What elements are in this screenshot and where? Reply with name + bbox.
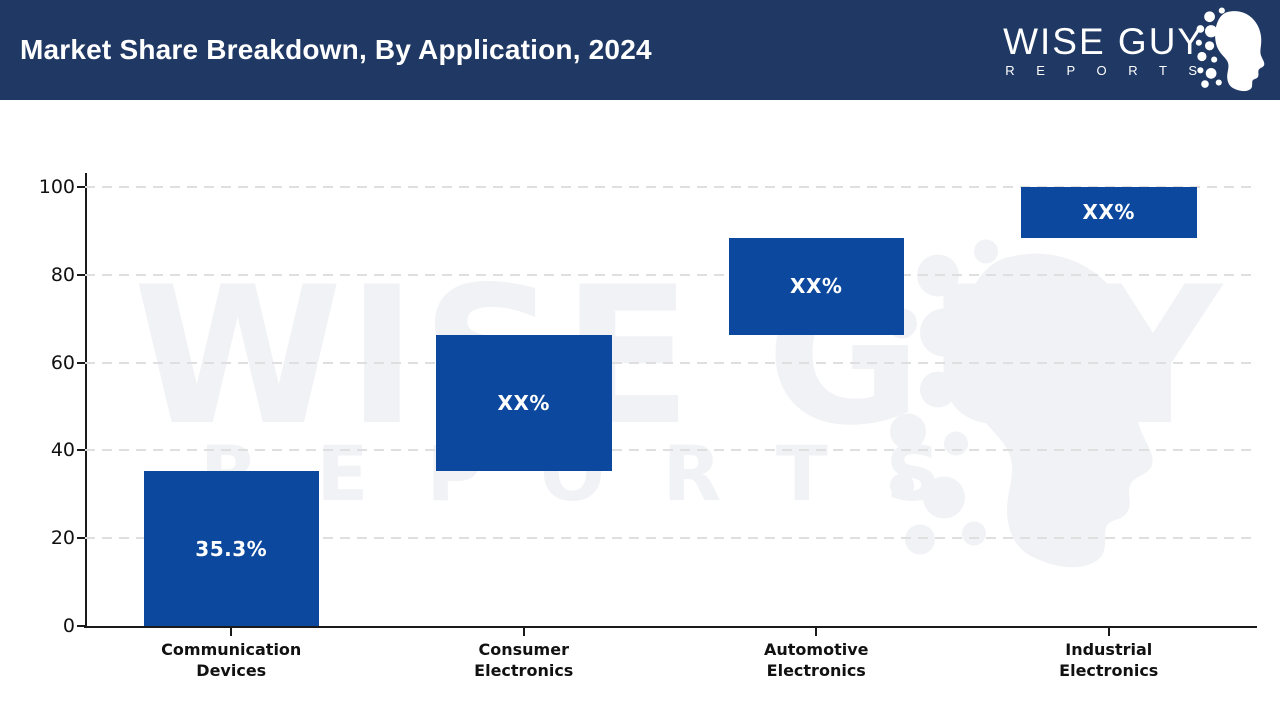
- x-category-label: Automotive Electronics: [764, 640, 869, 680]
- gridline-y100: [85, 186, 1255, 188]
- y-tick-mark: [77, 186, 85, 188]
- x-category-label: Consumer Electronics: [474, 640, 574, 680]
- y-tick-mark: [77, 361, 85, 364]
- bar-value-label: XX%: [1082, 200, 1135, 225]
- y-tick-mark: [77, 537, 85, 540]
- bar-value-label: XX%: [497, 390, 550, 415]
- x-tick-mark: [1107, 628, 1110, 636]
- y-tick-label: 80: [50, 263, 75, 286]
- gridline-y40: [85, 449, 1255, 452]
- y-tick-label: 40: [50, 439, 75, 462]
- x-tick-mark: [230, 628, 233, 636]
- gridline-y80: [85, 273, 1255, 276]
- page-title: Market Share Breakdown, By Application, …: [20, 34, 652, 65]
- y-tick-mark: [77, 449, 85, 452]
- x-category-label: Industrial Electronics: [1059, 640, 1159, 680]
- header-bar: Market Share Breakdown, By Application, …: [0, 0, 1280, 100]
- bar-automotive-electronics: XX%: [728, 237, 904, 335]
- x-tick-mark: [815, 628, 818, 636]
- gridline-y60: [85, 361, 1255, 364]
- y-axis-line: [85, 173, 87, 628]
- logo-text: WISE GUY R E P O R T S: [1001, 23, 1206, 78]
- y-tick-label: 0: [62, 615, 75, 637]
- bar-industrial-electronics: XX%: [1021, 187, 1197, 238]
- y-tick-label: 60: [50, 351, 75, 374]
- y-tick-mark: [77, 273, 85, 276]
- bar-communication-devices: 35.3%: [143, 471, 319, 626]
- y-tick-label: 100: [38, 176, 75, 198]
- logo-subtitle: R E P O R T S: [1005, 62, 1206, 78]
- wise-guy-logo: WISE GUY R E P O R T S: [1001, 6, 1280, 94]
- y-tick-mark: [77, 625, 85, 627]
- x-tick-mark: [522, 628, 525, 636]
- plot-area: 35.3% XX% XX% XX%: [85, 186, 1255, 626]
- logo-wordmark: WISE GUY: [1003, 20, 1205, 62]
- y-tick-label: 20: [50, 527, 75, 550]
- head-profile-icon: [1195, 7, 1265, 92]
- x-axis-line: [84, 626, 1257, 628]
- bar-value-label: 35.3%: [195, 536, 268, 561]
- x-category-label: Communication Devices: [161, 640, 302, 680]
- bar-consumer-electronics: XX%: [436, 334, 612, 472]
- bar-value-label: XX%: [790, 274, 843, 299]
- gridline-y20: [85, 537, 1255, 540]
